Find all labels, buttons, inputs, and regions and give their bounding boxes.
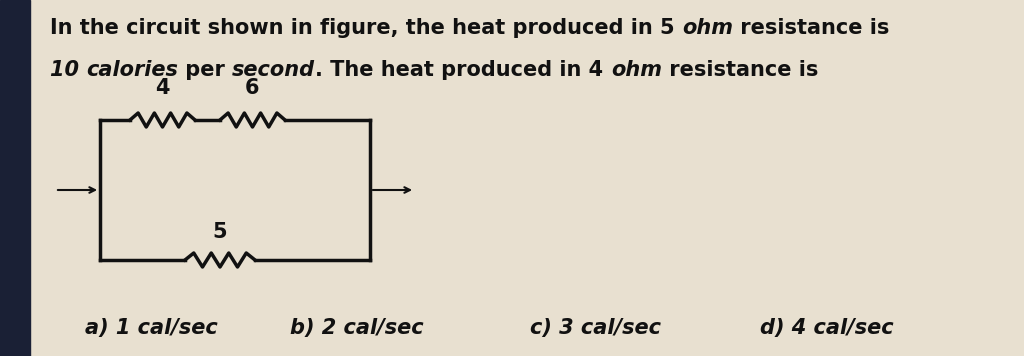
Text: 10: 10 [50,60,86,80]
Text: 4: 4 [156,78,170,98]
Text: a) 1 cal/sec: a) 1 cal/sec [85,318,218,338]
Text: resistance is: resistance is [733,18,889,38]
Text: c) 3 cal/sec: c) 3 cal/sec [530,318,662,338]
Text: per: per [178,60,232,80]
Text: resistance is: resistance is [662,60,818,80]
Text: ohm: ohm [682,18,733,38]
Text: In the circuit shown in figure, the heat produced in 5: In the circuit shown in figure, the heat… [50,18,682,38]
Bar [0,0,30,356]
Text: 5: 5 [213,222,227,242]
Text: . The heat produced in 4: . The heat produced in 4 [315,60,610,80]
Text: second: second [232,60,315,80]
Text: 6: 6 [246,78,260,98]
Text: d) 4 cal/sec: d) 4 cal/sec [760,318,894,338]
Text: b) 2 cal/sec: b) 2 cal/sec [290,318,424,338]
Text: calories: calories [86,60,178,80]
Text: ohm: ohm [610,60,662,80]
